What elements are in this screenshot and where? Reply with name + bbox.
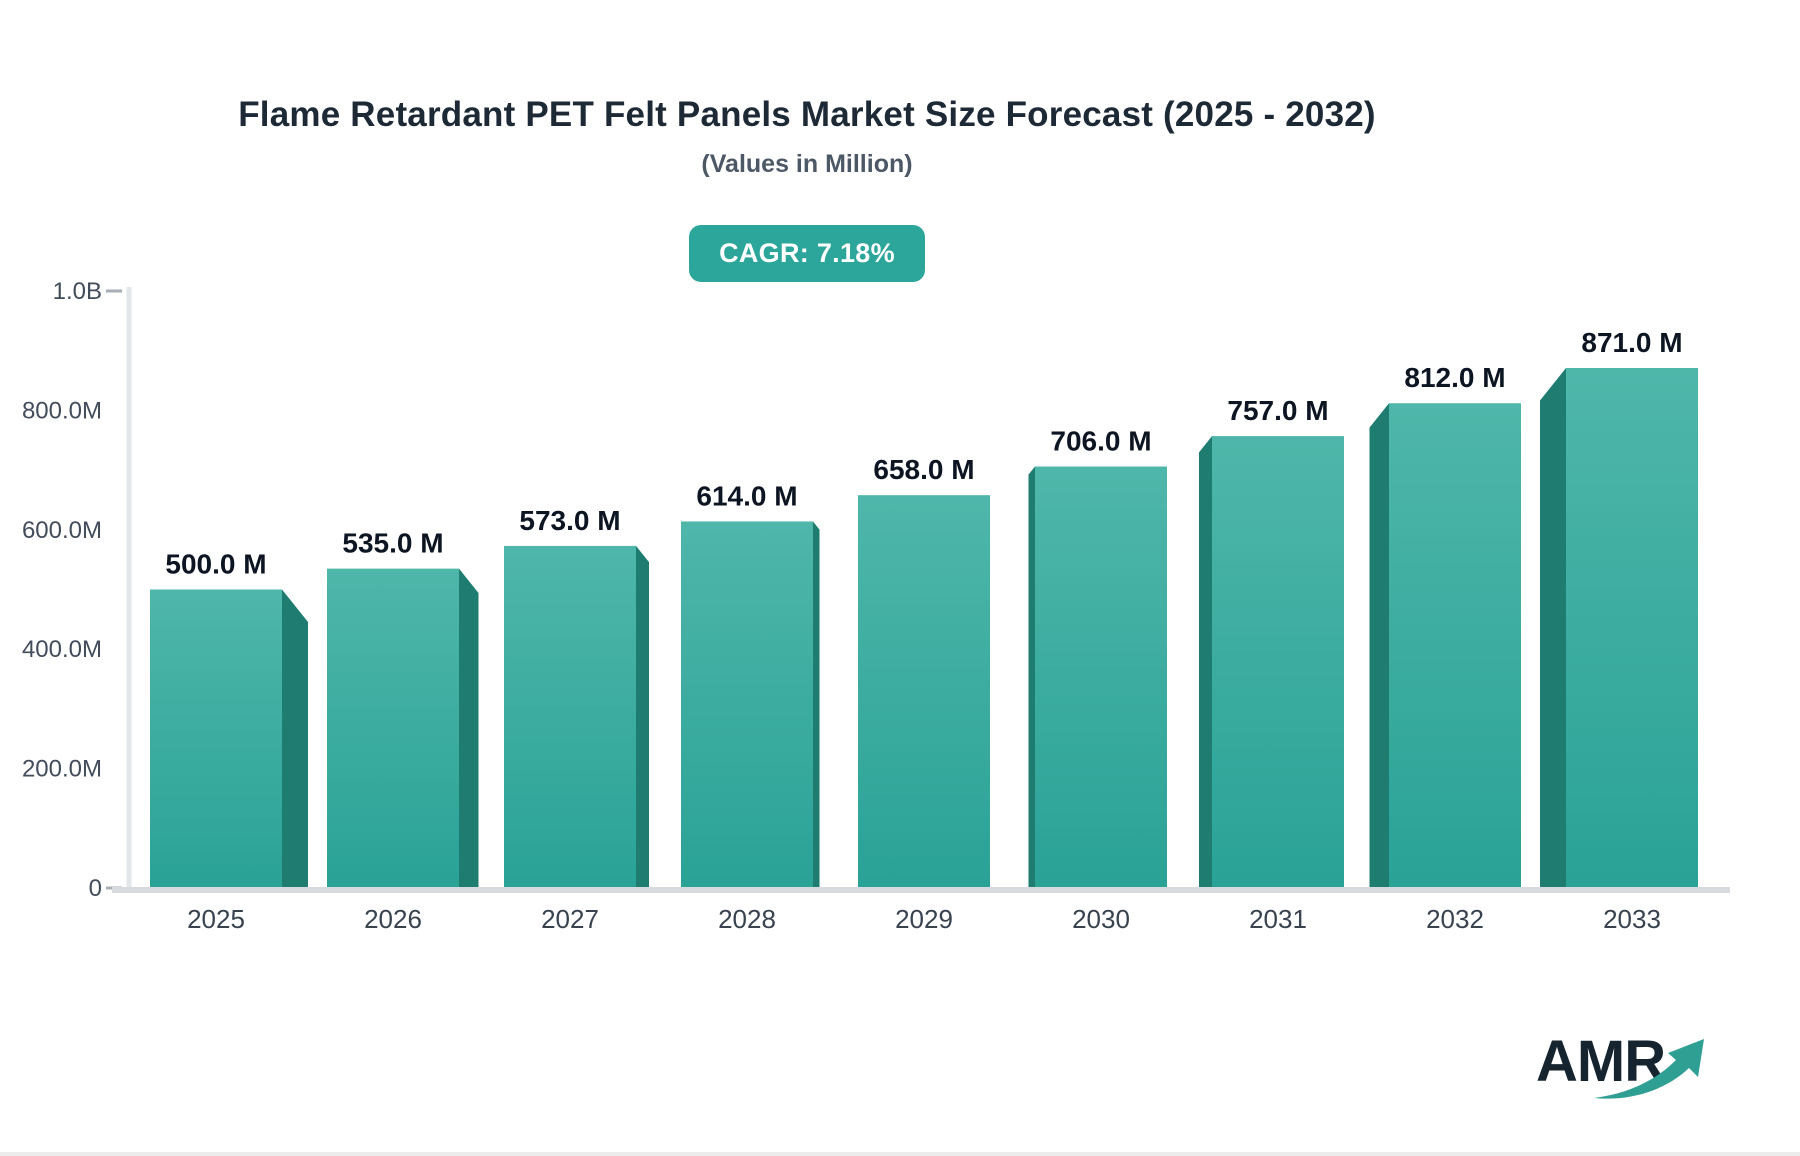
chart-title: Flame Retardant PET Felt Panels Market S… (238, 95, 1376, 134)
y-tick-label: 1.0B (53, 278, 102, 305)
bar-side-2026 (459, 568, 479, 888)
y-tick-label: 600.0M (22, 517, 102, 544)
bar-side-2030 (1028, 466, 1035, 888)
amr-logo: AMR (1536, 1032, 1726, 1112)
x-tick-label: 2033 (1603, 904, 1661, 934)
y-tick-label: 800.0M (22, 397, 102, 424)
y-tick-label: 200.0M (22, 756, 102, 783)
bar-side-2028 (813, 521, 820, 888)
bar-value-label: 871.0 M (1581, 327, 1682, 358)
bar-value-label: 614.0 M (696, 480, 797, 511)
amr-logo-text: AMR (1536, 1029, 1666, 1094)
y-tick-label: 400.0M (22, 636, 102, 663)
bar-2032 (1389, 403, 1521, 888)
bar-2031 (1212, 436, 1344, 888)
x-tick-label: 2029 (895, 904, 953, 934)
bar-side-2033 (1540, 368, 1566, 888)
bar-2029 (858, 495, 990, 888)
bar-value-label: 573.0 M (519, 505, 620, 536)
bar-value-label: 658.0 M (873, 454, 974, 485)
chart-subtitle: (Values in Million) (701, 150, 913, 178)
bar-2033 (1566, 368, 1698, 888)
bar-value-label: 535.0 M (342, 528, 443, 559)
bar-2025 (150, 589, 282, 888)
bar-value-label: 500.0 M (165, 549, 266, 580)
x-tick-label: 2028 (718, 904, 776, 934)
bar-side-2032 (1369, 403, 1389, 888)
bar-2026 (327, 568, 459, 888)
y-tick-label: 0 (89, 875, 102, 902)
bar-2028 (681, 521, 813, 888)
x-tick-label: 2025 (187, 904, 245, 934)
bar-value-label: 757.0 M (1227, 395, 1328, 426)
amr-logo-arrow-icon (1594, 1039, 1704, 1099)
x-tick-label: 2027 (541, 904, 599, 934)
bar-value-label: 812.0 M (1404, 362, 1505, 393)
cagr-badge: CAGR: 7.18% (689, 225, 925, 282)
cagr-badge-row: CAGR: 7.18% (0, 225, 1614, 282)
x-tick-label: 2026 (364, 904, 422, 934)
bar-side-2031 (1199, 436, 1212, 888)
x-tick-label: 2032 (1426, 904, 1484, 934)
bar-value-label: 706.0 M (1050, 426, 1151, 457)
x-tick-label: 2030 (1072, 904, 1130, 934)
bar-2030 (1035, 466, 1167, 888)
bar-side-2025 (282, 589, 308, 888)
bar-side-2027 (636, 545, 649, 888)
bar-2027 (504, 545, 636, 888)
x-tick-label: 2031 (1249, 904, 1307, 934)
